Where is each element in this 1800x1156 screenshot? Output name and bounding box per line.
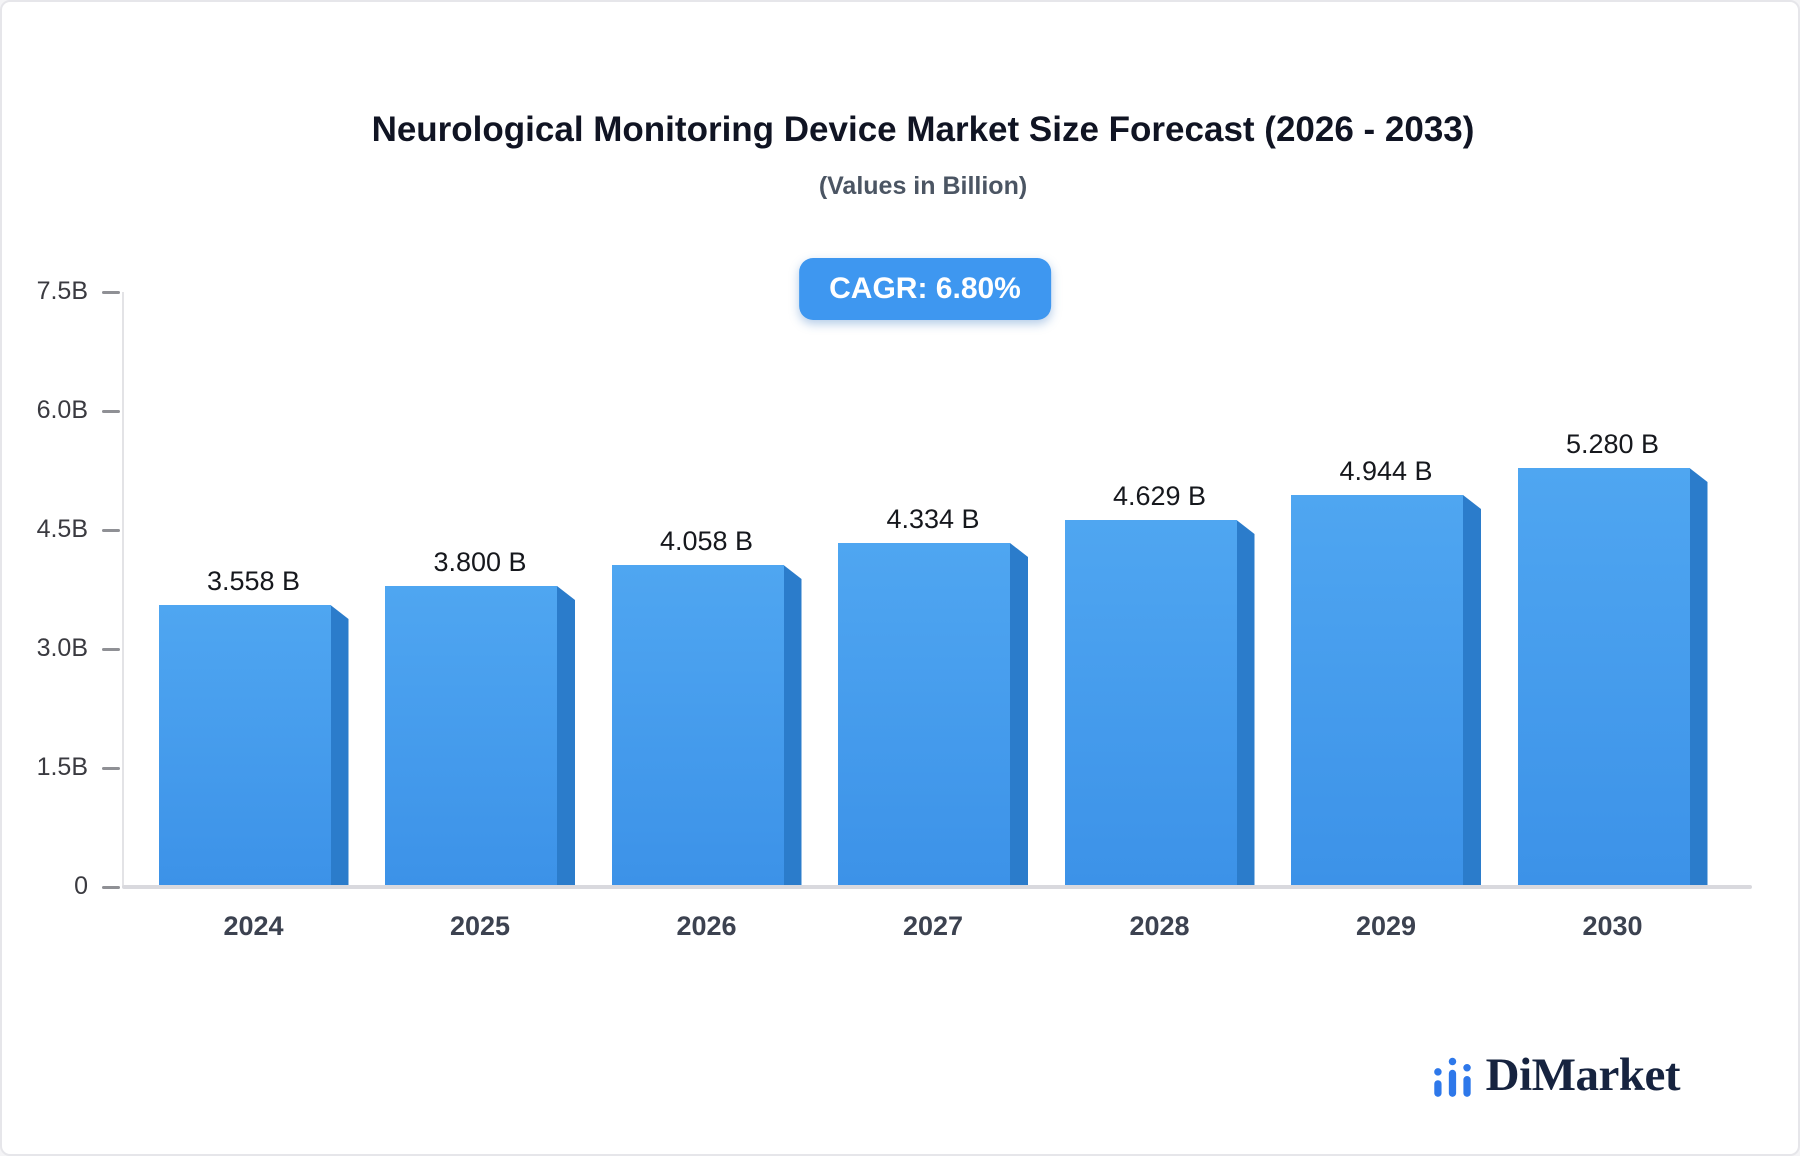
y-axis-line [122,292,124,887]
bar-2026 [611,565,802,887]
bar-face [385,586,557,887]
bar-face [1291,495,1463,887]
bar-value-label: 4.629 B [1112,481,1207,511]
bar-face [1064,520,1237,887]
bar-side-shade [1689,468,1708,887]
bar-2028 [1064,520,1255,887]
bar-side-shade [783,565,802,887]
bar-value-label: 4.944 B [1339,456,1433,486]
cagr-badge: CAGR: 6.80% [799,258,1051,320]
bar-side-shade [330,605,349,887]
bar-2024 [158,605,349,887]
x-axis-label: 2030 [1582,911,1643,941]
bar-side-shade [1236,520,1255,887]
brand-name: DiMarket [1485,1049,1681,1101]
y-axis-tick-label: 3.0B [36,634,88,662]
bar-side-shade [557,586,575,887]
bar-group: 3.558 B 2024 [158,292,349,941]
bar-group: 4.629 B 2028 [1064,292,1255,941]
x-axis-label: 2029 [1355,911,1417,941]
bar-group: 4.944 B 2029 [1291,292,1481,941]
bar-2029 [1291,495,1481,887]
y-axis-tick-label: 1.5B [36,753,88,781]
bars-container: 3.558 B 2024 3.800 B 2025 4.058 B 2026 4.334 B… [122,292,1744,941]
bar-2030 [1517,468,1708,887]
y-axis-tick-label: 4.5B [36,515,88,543]
bar-group: 4.334 B 2027 [838,292,1028,941]
y-axis-tick-mark [102,409,120,413]
y-axis-tick-label: 6.0B [36,396,88,424]
bar-2025 [385,586,575,887]
bar-value-label: 4.334 B [886,504,980,534]
x-axis-label: 2027 [902,911,964,941]
y-axis-tick-mark [102,528,120,532]
bar-face [1517,468,1690,887]
x-axis-label: 2026 [676,911,737,941]
bar-value-label: 3.558 B [206,566,301,596]
chart-subtitle: (Values in Billion) [818,172,1028,200]
y-axis-tick-mark [102,885,120,889]
bar-value-label: 3.800 B [433,547,527,577]
y-axis: 7.5B 6.0B 4.5B 3.0B 1.5B 0 [2,277,122,900]
bar-chart-logo-icon [1430,1049,1476,1101]
bar-2027 [838,543,1028,887]
y-axis-tick-mark [102,647,120,651]
x-axis-label: 2025 [449,911,511,941]
y-axis-tick-label: 7.5B [36,277,88,305]
x-axis-label: 2028 [1129,911,1190,941]
bar-group: 4.058 B 2026 [611,292,802,941]
bar-side-shade [1463,495,1481,887]
bar-side-shade [1010,543,1028,887]
bar-face [838,543,1010,887]
y-axis-tick-mark [102,290,120,294]
bar-group: 5.280 B 2030 [1517,292,1708,941]
bar-value-label: 5.280 B [1565,429,1660,459]
bar-face [158,605,331,887]
chart-title: Neurological Monitoring Device Market Si… [371,110,1475,149]
plot-area: 3.558 B 2024 3.800 B 2025 4.058 B 2026 4.334 B… [122,292,1752,941]
bar-group: 3.800 B 2025 [385,292,575,941]
bar-face [611,565,784,887]
x-axis-line [122,885,1752,889]
x-axis-label: 2024 [223,911,284,941]
bar-value-label: 4.058 B [659,526,754,556]
y-axis-tick-label: 0 [74,872,88,900]
brand-logo: DiMarket [1430,1048,1681,1102]
y-axis-tick-mark [102,766,120,770]
